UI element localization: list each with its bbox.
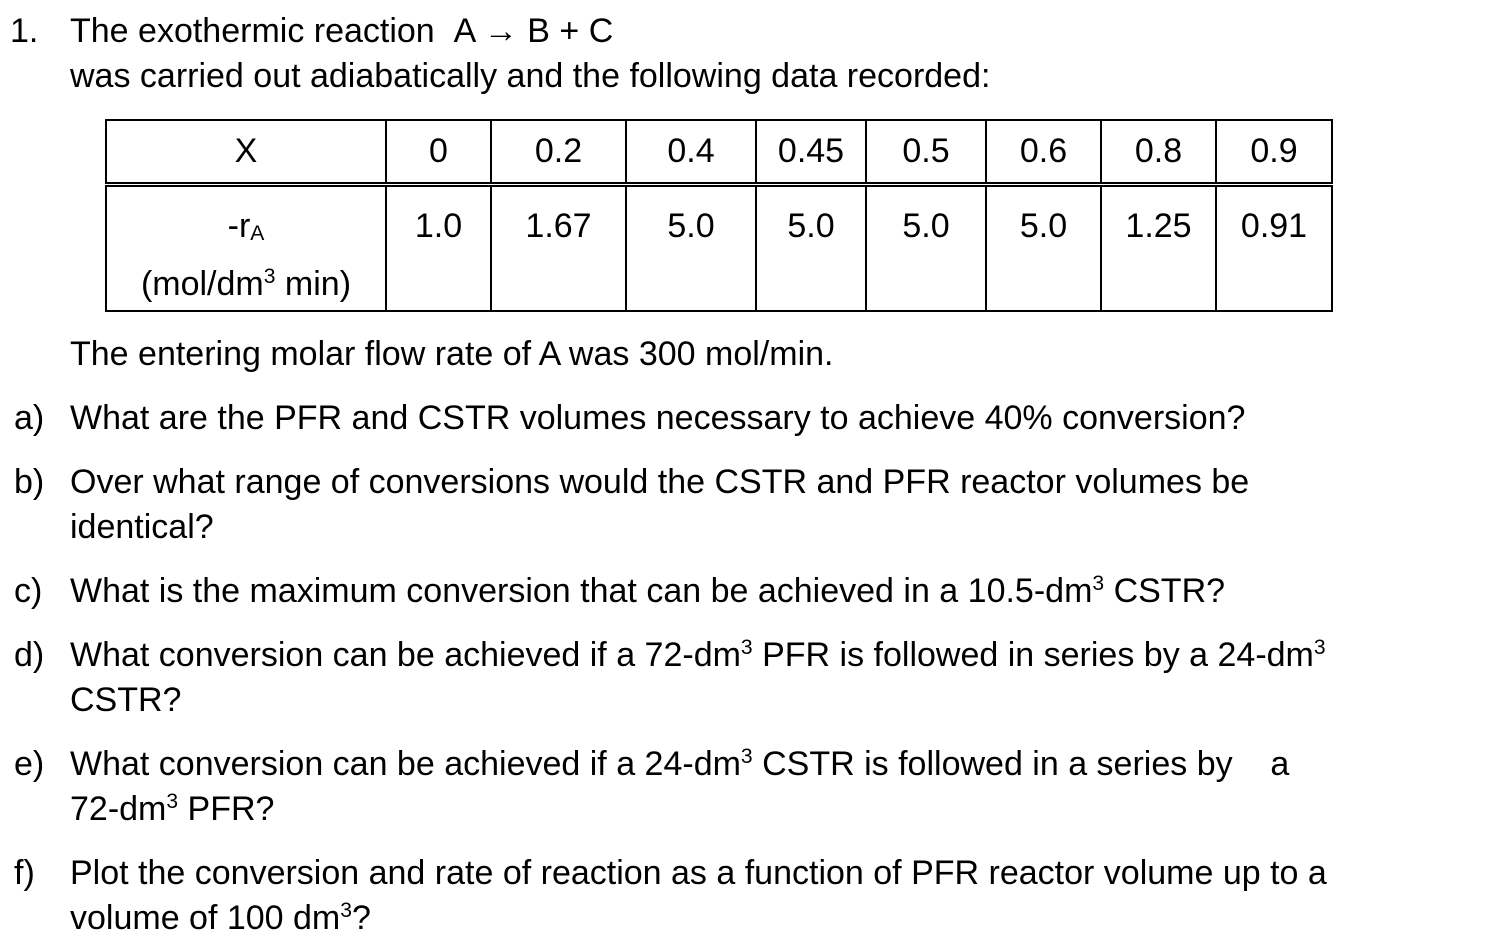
- x-value-cell: 0.9: [1215, 119, 1333, 187]
- problem-intro: 1. The exothermic reaction A → B + C was…: [0, 9, 1512, 99]
- rate-value-cell: 5.0: [755, 183, 867, 312]
- superscript: 3: [740, 745, 753, 769]
- table-header-rate: -rA (mol/dm3 min): [105, 183, 387, 312]
- rate-value-cell: 1.25: [1100, 183, 1217, 312]
- question-label: a): [14, 399, 45, 437]
- rate-value-cell: 5.0: [625, 183, 757, 312]
- question-text: Plot the conversion and rate of reaction…: [70, 854, 1327, 937]
- reaction-data-table: X 0 0.2 0.4 0.45 0.5 0.6 0.8 0.9 -rA (mol/dm3 m…: [105, 119, 1333, 312]
- superscript: 3: [166, 790, 179, 814]
- question-item-e: e) What conversion can be achieved if a 2…: [0, 742, 1512, 832]
- rate-unit: (mol/dm3 min): [140, 264, 352, 303]
- question-text: Over what range of conversions would the…: [70, 463, 1250, 546]
- superscript: 3: [1092, 572, 1105, 596]
- question-text: What are the PFR and CSTR volumes necess…: [70, 399, 1246, 437]
- question-label: f): [14, 854, 35, 892]
- superscript: 3: [1313, 636, 1326, 660]
- question-label: c): [14, 572, 43, 610]
- question-item-f: f) Plot the conversion and rate of reacti…: [0, 851, 1512, 941]
- x-value-cell: 0.2: [490, 119, 627, 187]
- rate-value-cell: 5.0: [865, 183, 987, 312]
- question-label: e): [14, 745, 45, 783]
- x-value-cell: 0.4: [625, 119, 757, 187]
- subscript: A: [250, 222, 265, 246]
- superscript: 3: [340, 899, 352, 923]
- x-value-cell: 0.5: [865, 119, 987, 187]
- flow-rate-note: The entering molar flow rate of A was 30…: [70, 335, 834, 373]
- question-item-d: d) What conversion can be achieved if a 7…: [0, 633, 1512, 723]
- table-row-conversion: X 0 0.2 0.4 0.45 0.5 0.6 0.8 0.9: [105, 119, 1333, 187]
- intro-line-2: was carried out adiabatically and the fo…: [70, 57, 991, 95]
- x-value-cell: 0: [385, 119, 492, 187]
- superscript: 3: [263, 264, 276, 288]
- superscript: 3: [740, 636, 753, 660]
- rate-value-cell: 5.0: [985, 183, 1102, 312]
- rate-symbol: -rA: [227, 206, 265, 246]
- question-item-a: a) What are the PFR and CSTR volumes nece…: [0, 396, 1512, 441]
- question-text: What conversion can be achieved if a 72-…: [70, 636, 1326, 719]
- problem-number: 1.: [10, 12, 39, 50]
- intro-line-1: The exothermic reaction A → B + C: [70, 12, 614, 50]
- questions-list: a) What are the PFR and CSTR volumes nece…: [0, 396, 1512, 941]
- question-label: b): [14, 463, 45, 501]
- question-text: What is the maximum conversion that can …: [70, 572, 1226, 610]
- question-label: d): [14, 636, 45, 674]
- question-text: What conversion can be achieved if a 24-…: [70, 745, 1290, 828]
- table-header-x: X: [105, 119, 387, 187]
- table-row-rate: -rA (mol/dm3 min) 1.0 1.67 5.0 5.0 5.0 5.0 1.2…: [105, 183, 1333, 312]
- question-item-c: c) What is the maximum conversion that ca…: [0, 569, 1512, 614]
- rate-value-cell: 0.91: [1215, 183, 1333, 312]
- rate-value-cell: 1.0: [385, 183, 492, 312]
- rate-value-cell: 1.67: [490, 183, 627, 312]
- x-value-cell: 0.6: [985, 119, 1102, 187]
- question-item-b: b) Over what range of conversions would t…: [0, 460, 1512, 550]
- problem-intro-text: The exothermic reaction A → B + C was ca…: [70, 9, 1512, 99]
- x-value-cell: 0.45: [755, 119, 867, 187]
- x-value-cell: 0.8: [1100, 119, 1217, 187]
